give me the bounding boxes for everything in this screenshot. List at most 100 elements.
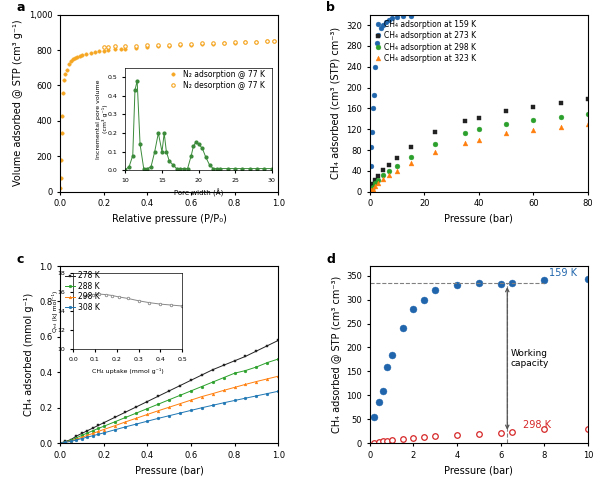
288 K — [133, 410, 140, 416]
X-axis label: Pressure (bar): Pressure (bar) — [445, 466, 514, 475]
Legend: 278 K, 288 K, 298 K, 308 K: 278 K, 288 K, 298 K, 308 K — [64, 270, 101, 314]
298 K — [89, 431, 97, 436]
308 K — [111, 427, 118, 433]
Y-axis label: CH₄ adsorbed @ STP (cm³ cm⁻³): CH₄ adsorbed @ STP (cm³ cm⁻³) — [331, 276, 341, 433]
CH₄ adsorption at 273 K — [380, 167, 387, 173]
X-axis label: Pressure (bar): Pressure (bar) — [445, 214, 514, 224]
CH₄ adsorption at 323 K — [461, 140, 469, 146]
Text: d: d — [326, 253, 335, 265]
Line: 288 K: 288 K — [59, 357, 280, 445]
278 K — [100, 420, 107, 426]
Line: CH₄ adsorption at 273 K: CH₄ adsorption at 273 K — [368, 96, 590, 191]
288 K — [187, 388, 194, 394]
278 K — [111, 414, 118, 420]
CH₄ adsorption at 159 K — [399, 13, 406, 19]
288 K — [176, 393, 184, 398]
Line: 278 K: 278 K — [59, 339, 280, 445]
278 K — [89, 425, 97, 431]
N₂ adsorption @ 77 K — [59, 112, 66, 118]
308 K — [155, 415, 162, 421]
278 K — [253, 348, 260, 354]
N₂ adsorption @ 77 K — [62, 71, 69, 77]
308 K — [122, 424, 129, 430]
N₂ adsorption @ 77 K — [74, 54, 81, 60]
CH₄ adsorption at 323 K — [371, 183, 379, 189]
298 K — [73, 436, 80, 442]
CH₄ adsorption at 273 K — [584, 96, 592, 102]
308 K — [187, 408, 194, 413]
CH₄ adsorption at 273 K — [394, 155, 401, 161]
CH₄ adsorption at 298 K — [369, 184, 376, 190]
Line: CH₄ adsorption at 323 K: CH₄ adsorption at 323 K — [368, 122, 590, 193]
CH₄ adsorption at 323 K — [374, 181, 382, 187]
278 K — [155, 393, 162, 399]
298 K — [209, 391, 217, 396]
Text: Working
capacity: Working capacity — [511, 349, 549, 368]
CH₄ adsorption at 273 K — [374, 173, 382, 179]
N₂ desorption @ 77 K — [122, 43, 129, 49]
298 K — [176, 401, 184, 407]
298 K — [83, 432, 91, 438]
298 K — [122, 419, 129, 425]
298 K — [133, 415, 140, 421]
Line: N₂ adsorption @ 77 K: N₂ adsorption @ 77 K — [58, 39, 275, 190]
CH₄ adsorption at 298 K — [557, 114, 565, 120]
CH₄ adsorption at 323 K — [530, 127, 537, 133]
N₂ adsorption @ 77 K — [263, 38, 271, 44]
Line: CH₄ adsorption at 298 K: CH₄ adsorption at 298 K — [368, 111, 590, 192]
CH₄ adsorption at 159 K — [407, 13, 415, 19]
N₂ adsorption @ 77 K — [61, 77, 68, 83]
278 K — [231, 358, 238, 364]
298 K — [95, 429, 102, 434]
288 K — [83, 430, 91, 436]
CH₄ adsorption at 159 K — [385, 17, 392, 23]
288 K — [78, 432, 85, 438]
CH₄ adsorption at 323 K — [369, 186, 376, 191]
CH₄ adsorption at 273 K — [557, 100, 565, 106]
CH₄ adsorption at 323 K — [367, 187, 374, 193]
308 K — [242, 395, 249, 401]
N₂ adsorption @ 77 K — [187, 42, 194, 48]
308 K — [62, 439, 69, 445]
N₂ adsorption @ 77 K — [122, 46, 129, 52]
278 K — [78, 431, 85, 436]
CH₄ adsorption at 298 K — [380, 171, 387, 177]
308 K — [78, 436, 85, 442]
N₂ desorption @ 77 K — [166, 41, 173, 47]
CH₄ adsorption at 273 K — [369, 182, 376, 187]
288 K — [56, 440, 64, 446]
N₂ adsorption @ 77 K — [231, 40, 238, 46]
288 K — [73, 435, 80, 441]
278 K — [122, 409, 129, 415]
278 K — [133, 404, 140, 410]
308 K — [253, 393, 260, 399]
CH₄ adsorption at 159 K — [370, 93, 377, 98]
Y-axis label: Volume adsorbed @ STP (cm³ g⁻¹): Volume adsorbed @ STP (cm³ g⁻¹) — [13, 20, 23, 187]
298 K — [198, 393, 205, 399]
298 K — [166, 404, 173, 410]
CH₄ adsorption at 298 K — [431, 141, 439, 147]
CH₄ adsorption at 298 K — [374, 177, 382, 183]
298 K — [253, 378, 260, 384]
Y-axis label: CH₄ adsorbed (cm³ (STP) cm⁻³): CH₄ adsorbed (cm³ (STP) cm⁻³) — [331, 27, 341, 179]
278 K — [187, 377, 194, 383]
CH₄ adsorption at 298 K — [503, 121, 510, 127]
278 K — [166, 388, 173, 394]
CH₄ adsorption at 159 K — [374, 33, 382, 38]
N₂ desorption @ 77 K — [263, 38, 271, 44]
CH₄ adsorption at 159 K — [380, 22, 387, 28]
CH₄ adsorption at 273 K — [371, 177, 379, 183]
Line: 308 K: 308 K — [59, 390, 280, 445]
288 K — [143, 406, 151, 412]
N₂ adsorption @ 77 K — [242, 39, 249, 45]
CH₄ adsorption at 159 K — [394, 14, 401, 20]
CH₄ adsorption at 323 K — [407, 160, 415, 166]
278 K — [95, 423, 102, 429]
CH₄ adsorption at 273 K — [503, 108, 510, 114]
308 K — [263, 391, 271, 396]
288 K — [242, 368, 249, 374]
N₂ desorption @ 77 K — [143, 42, 151, 48]
N₂ adsorption @ 77 K — [91, 49, 98, 55]
CH₄ adsorption at 323 K — [431, 149, 439, 155]
N₂ adsorption @ 77 K — [253, 39, 260, 45]
